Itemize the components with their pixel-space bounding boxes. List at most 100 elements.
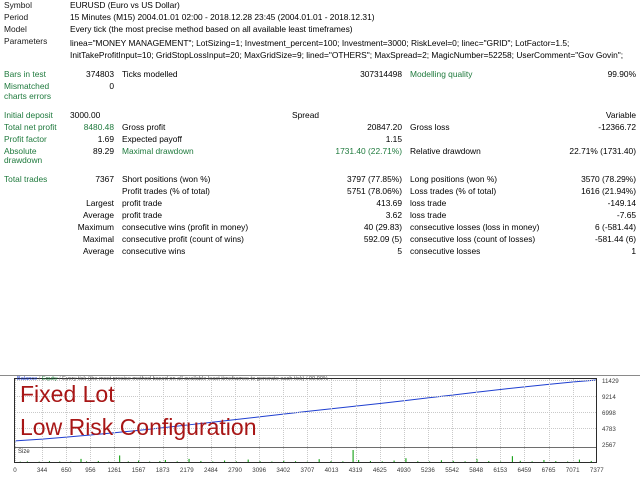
row-maximum-consecutive: Maximum consecutive wins (profit in mone… <box>0 222 640 234</box>
average-profit-trade-label: profit trade <box>122 210 163 221</box>
profit-factor-value: 1.69 <box>97 133 114 144</box>
symbol-label: Symbol <box>4 0 32 10</box>
row-mismatched-errors: Mismatched charts errors 0 <box>0 81 640 103</box>
row-total-trades: Total trades 7367 Short positions (won %… <box>0 174 640 186</box>
long-positions-label: Long positions (won %) <box>410 174 498 185</box>
maximum-label: Maximum <box>77 221 114 232</box>
average-loss-trade-label: loss trade <box>410 210 447 221</box>
parameters-value: linea="MONEY MANAGEMENT"; LotSizing=1; I… <box>70 37 624 60</box>
relative-drawdown-value: 22.71% (1731.40) <box>569 145 637 156</box>
maximal-consecutive-loss-value: -581.44 (6) <box>595 233 637 244</box>
avg-consecutive-wins-label: consecutive wins <box>122 245 186 256</box>
average-loss-trade-value: -7.65 <box>616 210 637 221</box>
loss-trades-value: 1616 (21.94%) <box>581 186 637 197</box>
largest-loss-trade-label: loss trade <box>410 198 447 209</box>
symbol-value: EURUSD (Euro vs US Dollar) <box>70 0 180 10</box>
average-profit-trade-value: 3.62 <box>385 210 402 221</box>
row-initial-deposit: Initial deposit 3000.00 Spread Variable <box>0 110 640 122</box>
average-consecutive-label: Average <box>82 245 114 256</box>
row-profit-factor: Profit factor 1.69 Expected payoff 1.15 <box>0 134 640 146</box>
maximal-consecutive-profit-value: 592.09 (5) <box>363 233 402 244</box>
chart-y-axis: 2567 4783 6998 9214 11429 <box>602 378 619 449</box>
maximal-drawdown-label: Maximal drawdown <box>122 145 194 156</box>
row-largest: Largest profit trade 413.69 loss trade -… <box>0 198 640 210</box>
modelling-quality-value: 99.90% <box>607 69 637 80</box>
bars-in-test-value: 374803 <box>86 69 114 80</box>
legend-separator-1: / <box>37 376 42 382</box>
spread-value: Variable <box>605 109 637 120</box>
absolute-drawdown-value: 89.29 <box>93 145 114 156</box>
max-consecutive-wins-label: consecutive wins (profit in money) <box>122 221 249 232</box>
size-pane: Size <box>15 447 596 462</box>
ticks-modelled-label: Ticks modelled <box>122 69 178 80</box>
row-average: Average profit trade 3.62 loss trade -7.… <box>0 210 640 222</box>
model-label: Model <box>4 23 27 34</box>
period-label: Period <box>4 11 29 22</box>
legend-separator-2: / <box>57 376 63 382</box>
long-positions-value: 3570 (78.29%) <box>581 174 637 185</box>
maximal-label: Maximal <box>82 233 114 244</box>
gross-loss-label: Gross loss <box>410 121 450 132</box>
size-gridlines <box>15 448 596 462</box>
total-trades-value: 7367 <box>95 174 114 185</box>
gross-profit-label: Gross profit <box>122 121 166 132</box>
row-total-net-profit: Total net profit 8480.48 Gross profit 20… <box>0 122 640 134</box>
model-value: Every tick (the most precise method base… <box>70 23 353 34</box>
loss-trades-label: Loss trades (% of total) <box>410 186 497 197</box>
bars-in-test-label: Bars in test <box>4 69 46 80</box>
avg-consecutive-losses-label: consecutive losses <box>410 245 481 256</box>
avg-consecutive-wins-value: 5 <box>397 245 402 256</box>
size-pane-label: Size <box>18 449 30 455</box>
total-trades-label: Total trades <box>4 174 48 185</box>
average-label: Average <box>82 210 114 221</box>
chart-plot-frame: Size <box>14 378 597 463</box>
legend-balance: Balance <box>17 376 38 382</box>
max-consecutive-losses-value: 6 (-581.44) <box>595 221 637 232</box>
spread-label: Spread <box>292 109 320 120</box>
report-table: Symbol EURUSD (Euro vs US Dollar) Period… <box>0 0 640 258</box>
expected-payoff-value: 1.15 <box>385 133 402 144</box>
gross-profit-value: 20847.20 <box>367 121 402 132</box>
initial-deposit-value: 3000.00 <box>70 109 101 120</box>
profit-trades-value: 5751 (78.06%) <box>347 186 402 197</box>
row-symbol: Symbol EURUSD (Euro vs US Dollar) <box>0 0 640 12</box>
row-average-consecutive: Average consecutive wins 5 consecutive l… <box>0 246 640 258</box>
max-consecutive-wins-value: 40 (29.83) <box>363 221 402 232</box>
chart-gridlines <box>15 379 596 447</box>
largest-label: Largest <box>86 198 114 209</box>
relative-drawdown-label: Relative drawdown <box>410 145 481 156</box>
row-parameters: Parameters linea="MONEY MANAGEMENT"; Lot… <box>0 36 640 62</box>
maximal-consecutive-loss-label: consecutive loss (count of losses) <box>410 233 536 244</box>
short-positions-value: 3797 (77.85%) <box>347 174 402 185</box>
legend-model-text: Every tick (the most precise method base… <box>62 376 328 382</box>
initial-deposit-label: Initial deposit <box>4 109 53 120</box>
short-positions-label: Short positions (won %) <box>122 174 211 185</box>
absolute-drawdown-label: Absolute drawdown <box>4 145 43 166</box>
period-value: 15 Minutes (M15) 2004.01.01 02:00 - 2018… <box>70 11 375 22</box>
mismatched-charts-errors-value: 0 <box>109 81 114 91</box>
maximal-drawdown-value: 1731.40 (22.71%) <box>335 145 402 156</box>
balance-equity-pane <box>15 379 596 447</box>
row-profit-trades: Profit trades (% of total) 5751 (78.06%)… <box>0 186 640 198</box>
chart-legend: Balance / Equity / Every tick (the most … <box>17 376 328 383</box>
row-maximal-consecutive: Maximal consecutive profit (count of win… <box>0 234 640 246</box>
largest-profit-trade-label: profit trade <box>122 198 163 209</box>
row-model: Model Every tick (the most precise metho… <box>0 24 640 36</box>
parameters-label: Parameters <box>4 35 48 46</box>
equity-chart-panel: Size 2567 4783 6998 9214 11429 <box>0 375 640 480</box>
total-net-profit-label: Total net profit <box>4 121 57 132</box>
chart-x-axis: 0 344 650 956 1261 1567 1873 2179 2484 2790 3096 34… <box>13 467 604 474</box>
ticks-modelled-value: 307314498 <box>360 69 402 80</box>
total-net-profit-value: 8480.48 <box>83 121 114 132</box>
row-absolute-drawdown: Absolute drawdown 89.29 Maximal drawdown… <box>0 146 640 168</box>
expected-payoff-label: Expected payoff <box>122 133 182 144</box>
profit-factor-label: Profit factor <box>4 133 47 144</box>
row-bars-in-test: Bars in test 374803 Ticks modelled 30731… <box>0 69 640 81</box>
avg-consecutive-losses-value: 1 <box>631 245 637 256</box>
legend-equity: Equity <box>41 376 58 382</box>
largest-loss-trade-value: -149.14 <box>607 198 637 209</box>
maximal-consecutive-profit-label: consecutive profit (count of wins) <box>122 233 244 244</box>
profit-trades-label: Profit trades (% of total) <box>122 186 210 197</box>
max-consecutive-losses-label: consecutive losses (loss in money) <box>410 221 540 232</box>
